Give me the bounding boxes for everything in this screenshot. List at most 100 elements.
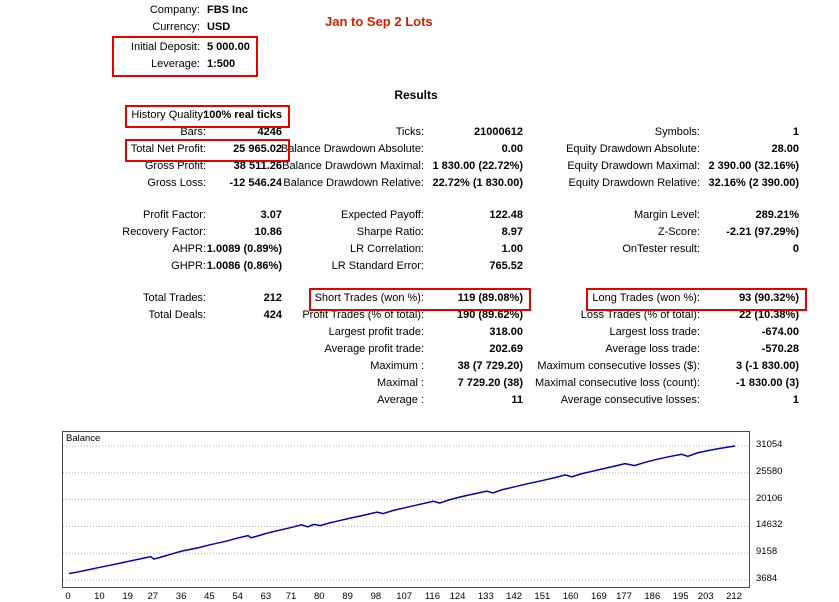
stat-label-text: Long Trades (won %): — [592, 292, 700, 304]
stat-value-text: 1 — [792, 394, 799, 406]
chart-canvas — [63, 445, 749, 581]
x-axis-label: 116 — [424, 591, 440, 602]
header-label: Initial Deposit: — [119, 39, 200, 56]
x-axis-label: 36 — [175, 591, 187, 602]
x-axis-label: 71 — [285, 591, 297, 602]
header-label-text: Company: — [149, 4, 200, 16]
stat-label-text: Maximal : — [376, 377, 424, 389]
stat-label: Loss Trades (% of total): — [523, 307, 706, 324]
stat-value-text: 190 (89.62%) — [456, 309, 523, 321]
stat-value: 21000612 — [430, 124, 523, 141]
chart-legend-balance: Balance — [66, 433, 103, 444]
stat-label-text: Maximal consecutive loss (count): — [534, 377, 700, 389]
stat-row: AHPR: 1.0089 (0.89%) LR Correlation: 1.00 On… — [0, 241, 805, 258]
stat-row: Total Trades: 212 Short Trades (won %): 119… — [0, 290, 805, 307]
stat-label: Bars: — [0, 124, 212, 141]
stat-value: 10.86 — [212, 224, 282, 241]
stat-label-text: Equity Drawdown Absolute: — [566, 143, 700, 155]
results-title: Results — [394, 88, 438, 102]
stat-value: 4246 — [212, 124, 282, 141]
stat-value: 11 — [430, 392, 523, 409]
stat-value-text: 119 (89.08%) — [457, 292, 523, 304]
stat-value: 318.00 — [430, 324, 523, 341]
stat-label — [0, 341, 212, 358]
stat-label-text: Gross Profit: — [144, 160, 206, 172]
stat-label: Ticks: — [282, 124, 430, 141]
stat-label-text: Symbols: — [654, 126, 700, 138]
chart-plot-area: Balance — [62, 431, 750, 588]
stat-value-text: 38 (7 729.20) — [457, 360, 523, 372]
results-table: History Quality: 100% real ticks Bars: 4246… — [0, 105, 807, 409]
balance-chart: Balance 31054 25580 20106 14632 9158 3684 0 10 1… — [0, 428, 839, 602]
x-axis-label: 169 — [590, 591, 607, 602]
header-row: Leverage: 1:500 — [119, 56, 250, 73]
stat-label — [282, 107, 430, 124]
stat-label: Average : — [282, 392, 430, 409]
stat-label-text: Bars: — [180, 126, 206, 138]
stat-label: Maximum consecutive losses ($): — [523, 358, 706, 375]
stat-label: Maximal consecutive loss (count): — [523, 375, 706, 392]
stat-label: Balance Drawdown Absolute: — [280, 141, 430, 158]
header-row: Initial Deposit: 5 000.00 — [119, 39, 250, 56]
stat-label-text: Average consecutive losses: — [560, 394, 700, 406]
stat-label-text: Margin Level: — [633, 209, 700, 221]
x-axis-label: 63 — [260, 591, 272, 602]
stat-label-text: Z-Score: — [657, 226, 700, 238]
stat-value-text: 765.52 — [489, 260, 523, 272]
x-axis-label: 212 — [726, 591, 742, 602]
stat-label-text: Total Deals: — [148, 309, 206, 321]
stat-value-text: 93 (90.32%) — [739, 292, 799, 304]
stat-value: 100% real ticks — [203, 107, 282, 124]
stat-value-text: -570.28 — [761, 343, 799, 355]
stat-value — [212, 341, 282, 358]
stat-label-text: Gross Loss: — [147, 177, 206, 189]
stat-label-text: AHPR: — [172, 243, 206, 255]
stat-value-text: 1 830.00 (22.72%) — [432, 160, 523, 172]
stat-value — [212, 358, 282, 375]
stat-value-text: 3.07 — [260, 209, 282, 221]
stat-value: 38 511.26 — [212, 158, 282, 175]
stat-label-text: Recovery Factor: — [122, 226, 206, 238]
balance-line — [68, 445, 736, 575]
x-axis-label: 124 — [449, 591, 466, 602]
stat-value-text: 318.00 — [489, 326, 523, 338]
stat-value: 22 (10.38%) — [706, 307, 799, 324]
stat-value: 93 (90.32%) — [706, 290, 799, 307]
stat-label-text: Balance Drawdown Absolute: — [280, 143, 424, 155]
header-value: FBS Inc — [207, 4, 248, 16]
stat-value-text: 0 — [792, 243, 799, 255]
stat-label: Equity Drawdown Absolute: — [523, 141, 706, 158]
stat-value-text: 28.00 — [771, 143, 799, 155]
x-axis-label: 45 — [204, 591, 215, 602]
header-row: Company: FBS Inc — [0, 2, 258, 19]
stat-label: Z-Score: — [523, 224, 706, 241]
stat-value-text: 1.0089 (0.89%) — [206, 243, 282, 255]
stat-value-text: 4246 — [257, 126, 282, 138]
stat-value-text: 2 390.00 (32.16%) — [708, 160, 799, 172]
stat-label: Largest loss trade: — [523, 324, 706, 341]
annotation-note: Jan to Sep 2 Lots — [325, 14, 433, 29]
stat-label — [0, 392, 212, 409]
stat-value-text: -1 830.00 (3) — [736, 377, 799, 389]
header-label-text: Initial Deposit: — [130, 41, 200, 53]
stat-value-text: -674.00 — [761, 326, 799, 338]
stat-value: 190 (89.62%) — [430, 307, 523, 324]
stat-label: Gross Profit: — [0, 158, 212, 175]
highlight-box: Initial Deposit: 5 000.00 Leverage: 1:500 — [112, 36, 258, 77]
stat-label-text: Short Trades (won %): — [314, 292, 424, 304]
stat-row: Gross Profit: 38 511.26 Balance Drawdown M… — [0, 158, 805, 175]
stat-row: Largest profit trade: 318.00 Largest loss … — [0, 324, 805, 341]
x-axis-label: 195 — [672, 591, 689, 602]
stat-row: Gross Loss: -12 546.24 Balance Drawdown Re… — [0, 175, 805, 192]
stat-value: -570.28 — [706, 341, 799, 358]
stat-row: Average profit trade: 202.69 Average loss … — [0, 341, 805, 358]
stat-label: GHPR: — [0, 258, 212, 275]
header-label-text: Leverage: — [151, 58, 200, 70]
stat-value: 8.97 — [430, 224, 523, 241]
stat-value: 1.0086 (0.86%) — [207, 258, 282, 275]
x-axis-label: 27 — [147, 591, 159, 602]
stat-value: 38 (7 729.20) — [430, 358, 523, 375]
stat-value: -12 546.24 — [212, 175, 282, 192]
stat-value-text: 10.86 — [254, 226, 282, 238]
stat-value-text: 11 — [511, 394, 523, 406]
